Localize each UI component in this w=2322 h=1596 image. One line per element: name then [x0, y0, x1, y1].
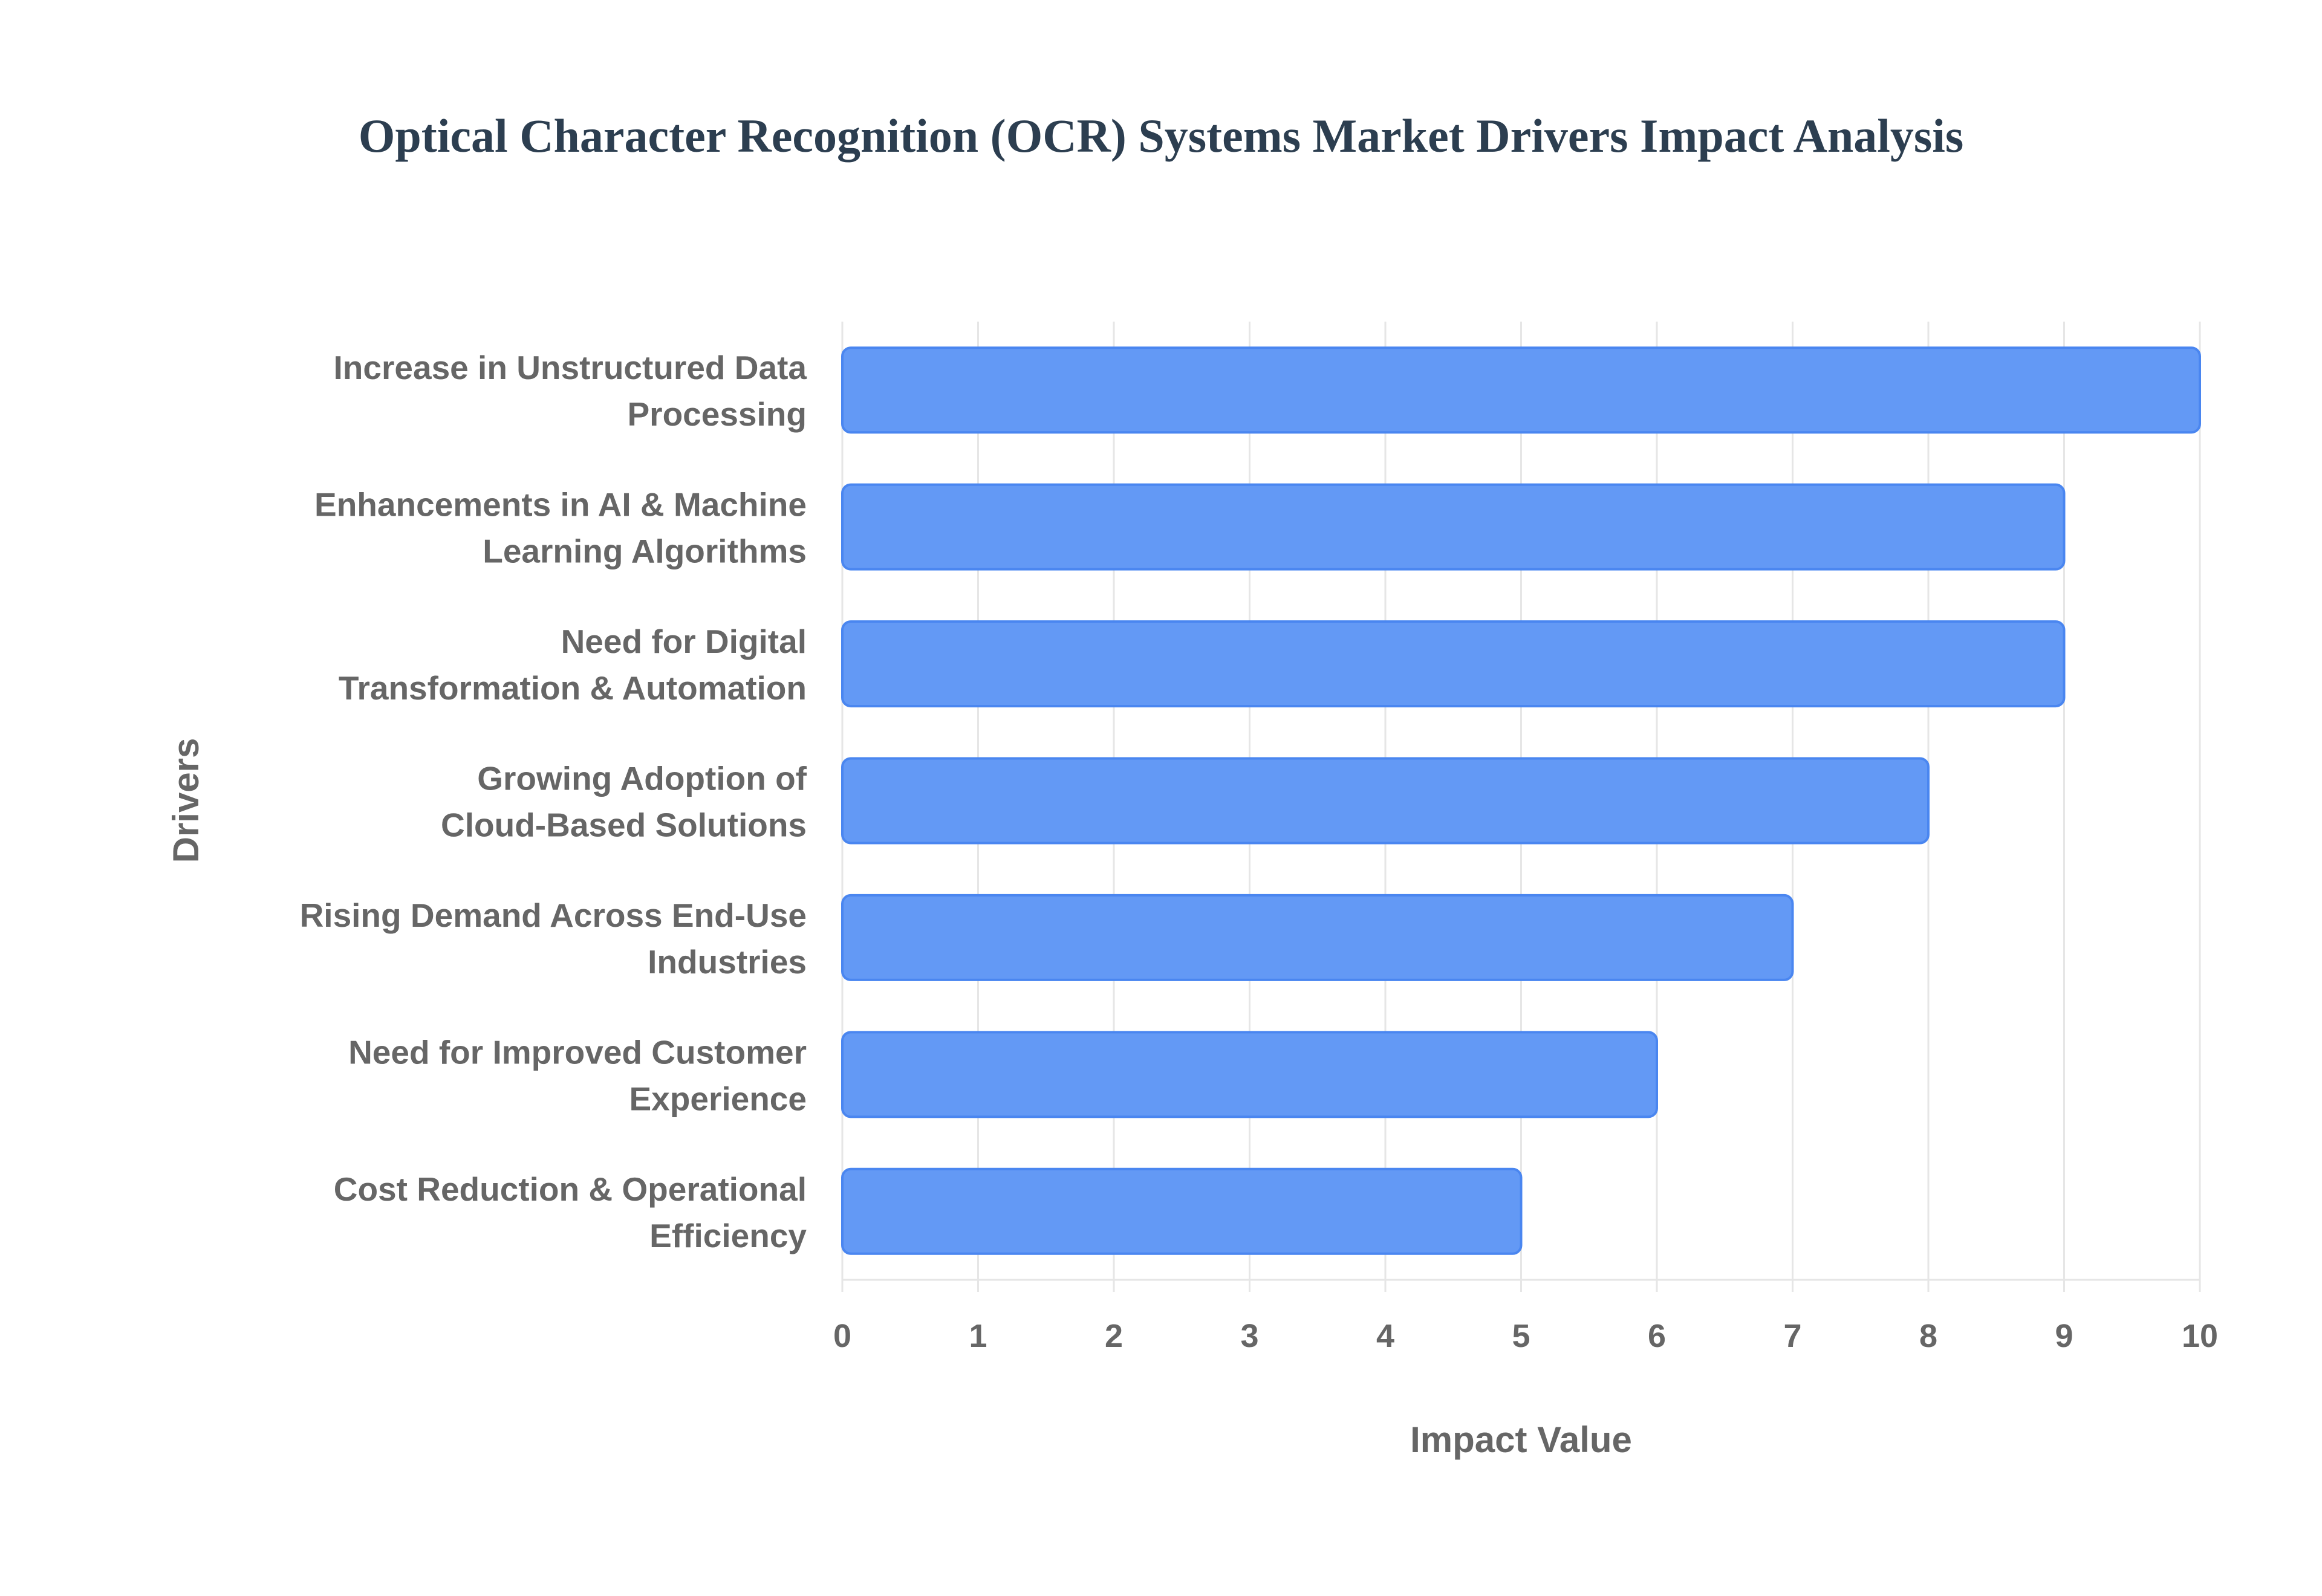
x-tick-label: 5 — [1512, 1318, 1530, 1354]
x-tick-label: 4 — [1376, 1318, 1394, 1354]
y-category-label: Efficiency — [649, 1217, 807, 1254]
bar — [841, 620, 2066, 708]
x-tick-label: 0 — [833, 1318, 851, 1354]
bar — [841, 1167, 1523, 1255]
chart-title: Optical Character Recognition (OCR) Syst… — [358, 109, 1964, 162]
y-category-label: Need for Digital — [561, 623, 807, 660]
bar — [841, 894, 1794, 981]
x-axis-title: Impact Value — [1410, 1419, 1632, 1460]
x-tick-label: 8 — [1919, 1318, 1937, 1354]
y-category-label: Enhancements in AI & Machine — [314, 486, 807, 524]
y-category-label: Industries — [648, 943, 807, 981]
x-tick-label: 9 — [2055, 1318, 2073, 1354]
y-category-label: Experience — [629, 1080, 807, 1117]
y-category-label: Growing Adoption of — [477, 760, 807, 797]
y-category-label: Rising Demand Across End-Use — [300, 897, 807, 934]
bar — [841, 1031, 1658, 1118]
x-tick-label: 10 — [2182, 1318, 2218, 1354]
x-tick-label: 2 — [1105, 1318, 1123, 1354]
x-tick-label: 1 — [969, 1318, 987, 1354]
bar — [841, 346, 2201, 434]
y-axis-title: Drivers — [166, 738, 206, 863]
x-tick-label: 7 — [1783, 1318, 1801, 1354]
y-category-label: Processing — [627, 395, 807, 433]
y-category-label: Need for Improved Customer — [348, 1033, 807, 1071]
y-category-label: Learning Algorithms — [483, 533, 807, 570]
bar — [841, 483, 2066, 571]
y-category-label: Increase in Unstructured Data — [334, 349, 807, 386]
x-tick-label: 3 — [1240, 1318, 1258, 1354]
bar — [841, 757, 1930, 845]
x-tick-label: 6 — [1648, 1318, 1666, 1354]
y-category-label: Cost Reduction & Operational — [334, 1170, 807, 1208]
y-category-label: Cloud-Based Solutions — [441, 806, 807, 844]
y-category-label: Transformation & Automation — [339, 669, 807, 707]
